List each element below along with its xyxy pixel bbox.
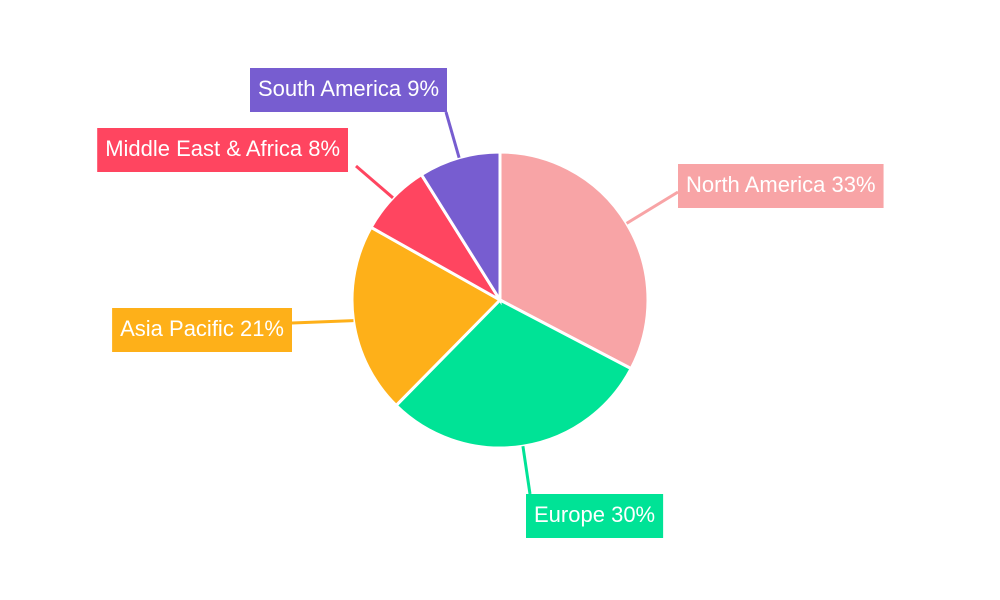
label-text: Europe 30% xyxy=(534,502,655,527)
labels: North America 33% Europe 30% Asia Pacific … xyxy=(97,68,884,538)
data-label: North America 33% xyxy=(678,164,884,208)
leader-line xyxy=(291,319,354,325)
value-label: 30% xyxy=(611,502,655,527)
category-name: North America xyxy=(686,172,826,197)
pie-slice xyxy=(350,225,503,408)
data-label: Europe 30% xyxy=(526,494,664,538)
label-box xyxy=(250,68,447,112)
label-box xyxy=(678,164,884,208)
pie-slice xyxy=(394,298,634,450)
category-name: South America xyxy=(258,76,402,101)
label-box xyxy=(97,128,348,172)
leader-line xyxy=(444,111,461,159)
data-label: Asia Pacific 21% xyxy=(112,308,292,352)
label-box xyxy=(526,494,664,538)
category-name: Middle East & Africa xyxy=(105,136,303,161)
data-label: Middle East & Africa 8% xyxy=(97,128,348,172)
value-label: 9% xyxy=(407,76,439,101)
value-label: 33% xyxy=(832,172,876,197)
pie-slice xyxy=(419,150,502,306)
leader-line xyxy=(355,164,394,199)
data-label: South America 9% xyxy=(250,68,447,112)
category-name: Europe xyxy=(534,502,605,527)
leader-line xyxy=(625,190,679,225)
label-text: South America 9% xyxy=(258,76,439,101)
label-box xyxy=(112,308,292,352)
label-text: Asia Pacific 21% xyxy=(120,316,284,341)
label-text: North America 33% xyxy=(686,172,876,197)
value-label: 8% xyxy=(308,136,340,161)
label-text: Middle East & Africa 8% xyxy=(105,136,340,161)
value-label: 21% xyxy=(240,316,284,341)
category-name: Asia Pacific xyxy=(120,316,234,341)
leader-line xyxy=(521,445,532,495)
